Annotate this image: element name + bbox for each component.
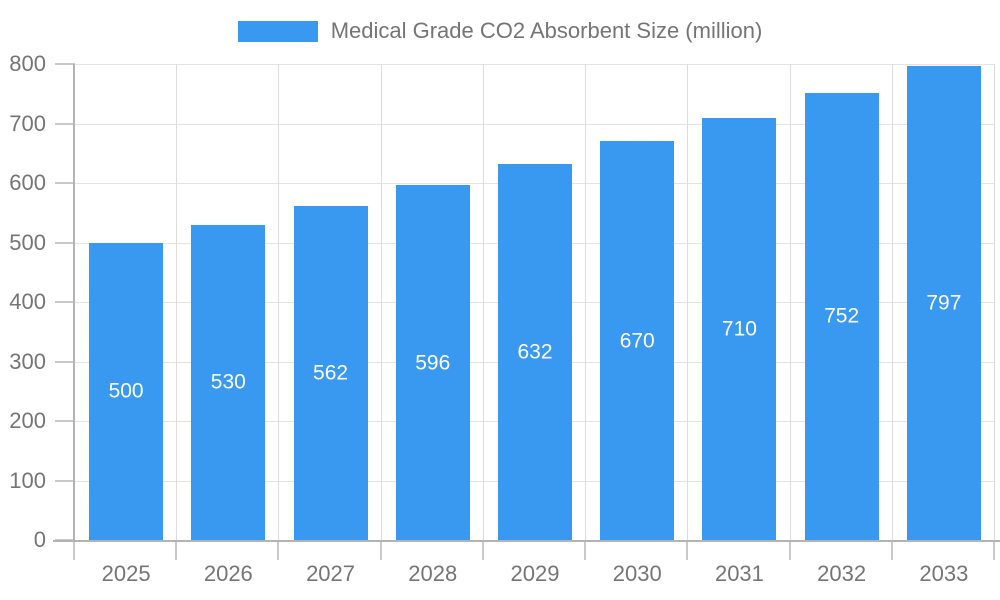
y-axis-tick (55, 479, 75, 482)
bar-2028: 596 (395, 185, 470, 540)
v-gridline (585, 64, 587, 540)
x-axis-tick (175, 540, 178, 560)
y-axis-tick (55, 420, 75, 422)
y-axis-tick (55, 301, 75, 303)
bar-2030: 670 (600, 141, 675, 540)
y-tick-label: 200 (9, 408, 46, 433)
y-axis-tick (55, 182, 75, 184)
y-axis-tick (55, 241, 75, 244)
x-tick-label: 2025 (101, 561, 151, 586)
h-gridline (75, 64, 995, 65)
y-tick-label: 600 (9, 170, 46, 195)
legend-swatch (237, 20, 318, 42)
v-gridline (482, 64, 484, 540)
x-tick-label: 2030 (612, 561, 662, 586)
bar-value-label: 752 (824, 304, 860, 328)
y-tick-label: 300 (9, 348, 46, 374)
bar-2029: 632 (498, 163, 572, 540)
legend: Medical Grade CO2 Absorbent Size (millio… (0, 16, 1000, 46)
bar-value-label: 530 (210, 370, 246, 394)
x-tick-label: 2026 (203, 561, 253, 586)
x-axis-tick (584, 540, 587, 560)
x-tick-label: 2033 (919, 561, 969, 586)
bar-value-label: 562 (313, 361, 349, 385)
bar-value-label: 670 (619, 329, 655, 353)
v-gridline (891, 64, 893, 540)
plot-area: 500 530 562 596 632 670 710 752 797 (75, 64, 995, 540)
x-axis-tick (686, 540, 689, 560)
bar-value-label: 500 (108, 379, 144, 403)
y-axis-tick (55, 122, 75, 125)
x-tick-label: 2032 (817, 561, 867, 586)
x-axis-tick (73, 540, 75, 560)
y-axis-tick (55, 360, 75, 363)
y-tick-label: 500 (9, 229, 46, 255)
bar-2025: 500 (89, 242, 164, 540)
x-axis-line (53, 540, 1000, 542)
x-axis-tick (277, 540, 280, 560)
x-tick-label: 2027 (306, 561, 356, 586)
y-tick-label: 800 (9, 51, 46, 76)
bar-2032: 752 (804, 92, 879, 540)
bar-value-label: 710 (721, 317, 757, 341)
v-gridline (176, 64, 178, 540)
bar-2027: 562 (293, 205, 368, 540)
x-tick-label: 2029 (510, 561, 560, 586)
legend-label: Medical Grade CO2 Absorbent Size (millio… (330, 18, 763, 43)
y-tick-label: 0 (33, 527, 46, 552)
x-axis-tick (379, 540, 382, 560)
v-gridline (994, 64, 995, 540)
v-gridline (687, 64, 689, 540)
y-axis-line (73, 64, 75, 540)
y-tick-label: 100 (9, 467, 46, 493)
v-gridline (380, 64, 382, 540)
bar-value-label: 596 (415, 351, 451, 375)
y-axis-tick (55, 63, 75, 65)
v-gridline (278, 64, 280, 540)
h-gridline (75, 123, 995, 125)
bar-value-label: 632 (517, 340, 553, 364)
x-tick-label: 2031 (714, 561, 764, 586)
x-axis-tick (481, 540, 484, 560)
x-axis-tick (788, 540, 791, 560)
bar-value-label: 797 (926, 291, 962, 315)
x-axis-tick (890, 540, 893, 560)
y-tick-label: 700 (9, 110, 46, 136)
v-gridline (789, 64, 791, 540)
x-tick-label: 2028 (408, 561, 458, 586)
bar-2031: 710 (702, 117, 777, 540)
y-tick-label: 400 (9, 289, 46, 314)
bar-2026: 530 (191, 224, 266, 540)
bar-2033: 797 (906, 65, 981, 540)
x-axis-tick (993, 540, 995, 560)
